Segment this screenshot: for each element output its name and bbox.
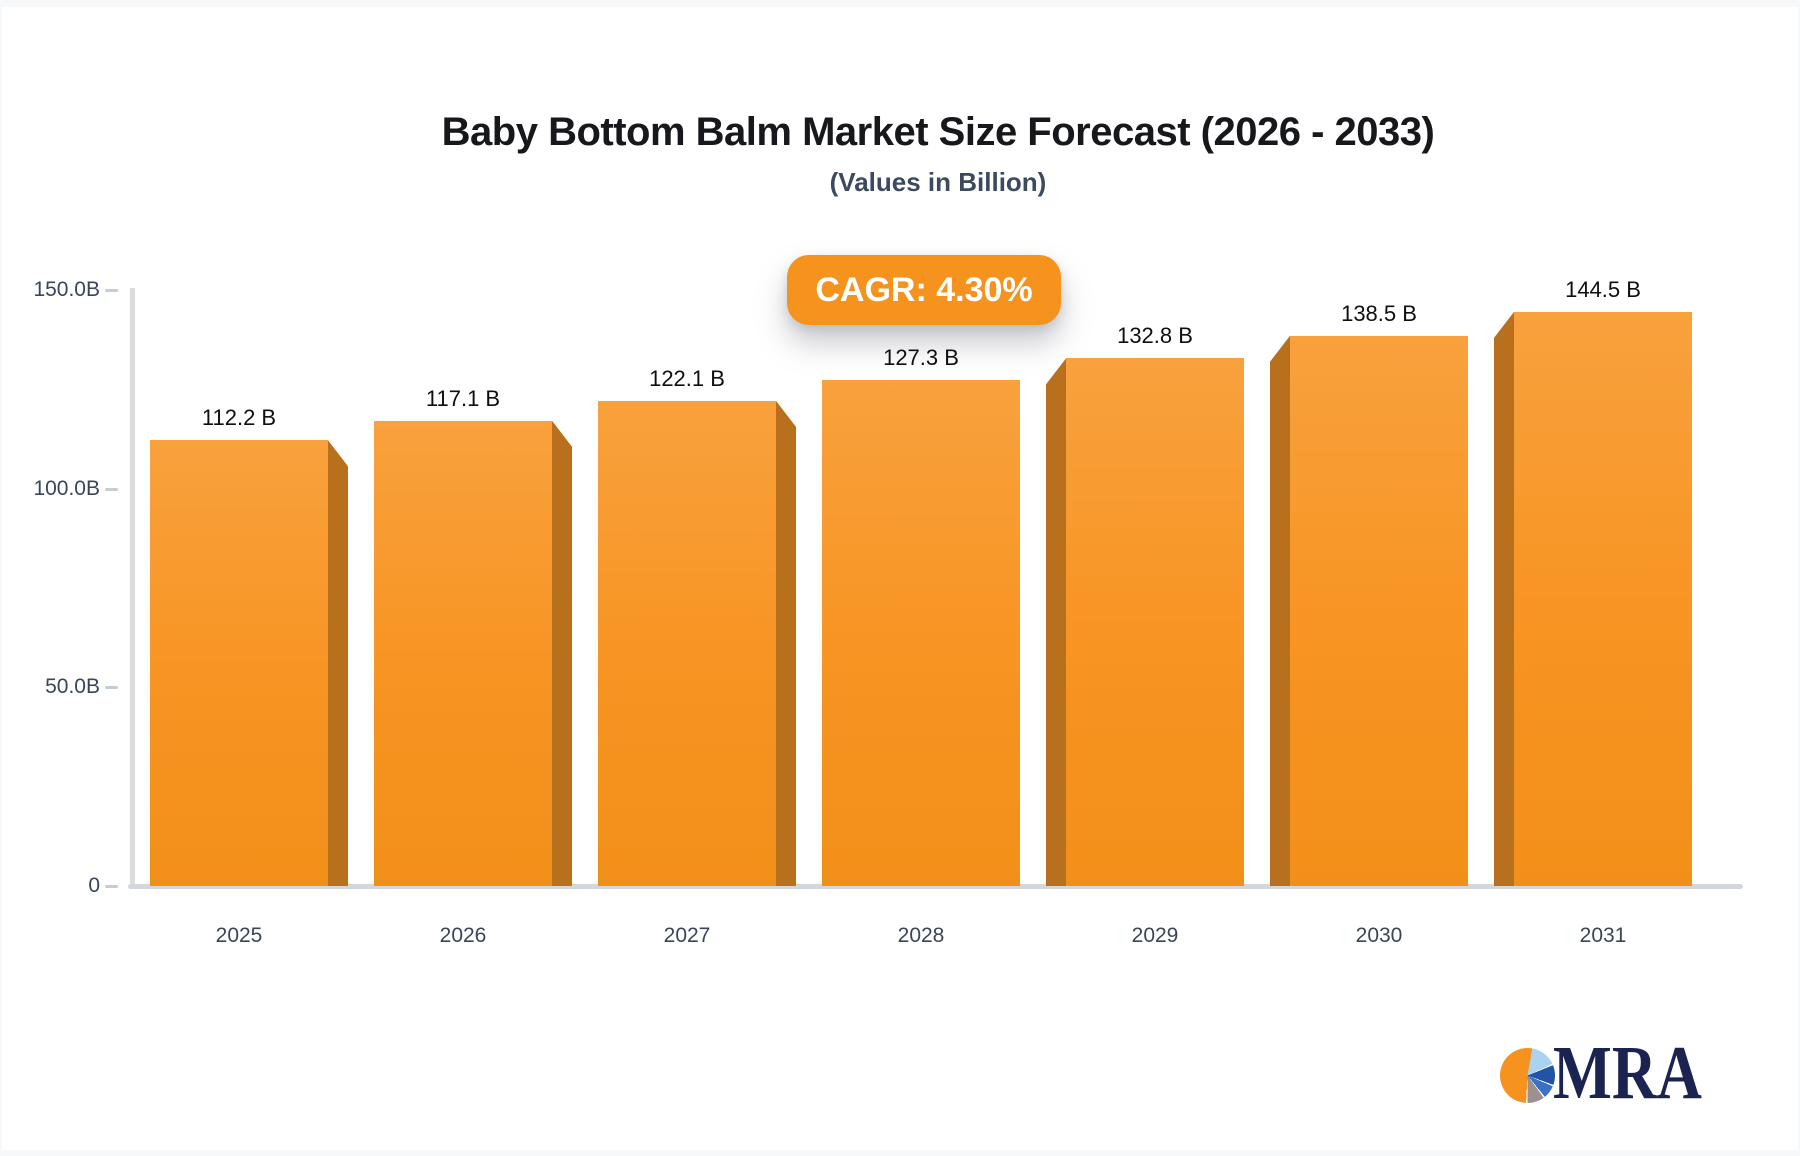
bar-side-face-2025 <box>328 440 348 886</box>
bar-value-label: 132.8 B <box>1117 323 1193 349</box>
bar-value-label: 138.5 B <box>1341 300 1417 326</box>
bar-value-label: 122.1 B <box>649 365 725 391</box>
y-axis-tick-mark <box>105 289 118 292</box>
y-axis-tick-label: 0 <box>88 874 100 897</box>
bar-2029 <box>1066 358 1244 886</box>
bar-side-face-2026 <box>552 420 572 886</box>
bar-value-label: 144.5 B <box>1565 276 1641 302</box>
y-axis-tick-label: 150.0B <box>33 278 100 301</box>
pie-chart-logo-icon <box>1500 1047 1555 1103</box>
mra-logo: MRA <box>1500 1031 1735 1115</box>
bar-2027 <box>598 400 776 886</box>
bar-2028 <box>822 380 1020 886</box>
bar-side-face-2029 <box>1046 358 1066 886</box>
bar-2026 <box>374 420 552 886</box>
bar-2031 <box>1514 311 1692 886</box>
mra-logo-text: MRA <box>1553 1031 1702 1115</box>
y-axis-tick-mark <box>105 885 118 888</box>
bar-2025 <box>150 440 328 886</box>
x-axis-tick-label: 2028 <box>897 924 945 947</box>
y-axis-tick-mark <box>105 686 118 690</box>
chart-subtitle: (Values in Billion) <box>829 167 1047 197</box>
bar-2030 <box>1290 335 1468 886</box>
y-axis-tick-mark <box>105 487 118 491</box>
bar-side-face-2031 <box>1494 311 1514 886</box>
bar-value-label: 127.3 B <box>883 345 959 371</box>
y-axis-tick-label: 100.0B <box>33 476 100 500</box>
x-axis-tick-label: 2025 <box>215 924 263 947</box>
x-axis-baseline <box>128 884 1743 889</box>
x-axis-tick-label: 2027 <box>663 924 711 947</box>
bar-side-face-2027 <box>776 400 796 886</box>
cagr-badge: CAGR: 4.30% <box>787 255 1061 325</box>
x-axis-tick-label: 2026 <box>439 924 487 947</box>
x-axis-tick-label: 2031 <box>1579 924 1627 947</box>
x-axis-tick-label: 2030 <box>1355 924 1403 947</box>
chart-title: Baby Bottom Balm Market Size Forecast (2… <box>441 110 1435 154</box>
y-axis-line <box>130 288 135 889</box>
bar-side-face-2030 <box>1270 335 1290 886</box>
bar-value-label: 117.1 B <box>425 385 501 411</box>
bar-value-label: 112.2 B <box>201 405 277 431</box>
x-axis-tick-label: 2029 <box>1131 924 1179 947</box>
y-axis-tick-label: 50.0B <box>45 675 100 699</box>
